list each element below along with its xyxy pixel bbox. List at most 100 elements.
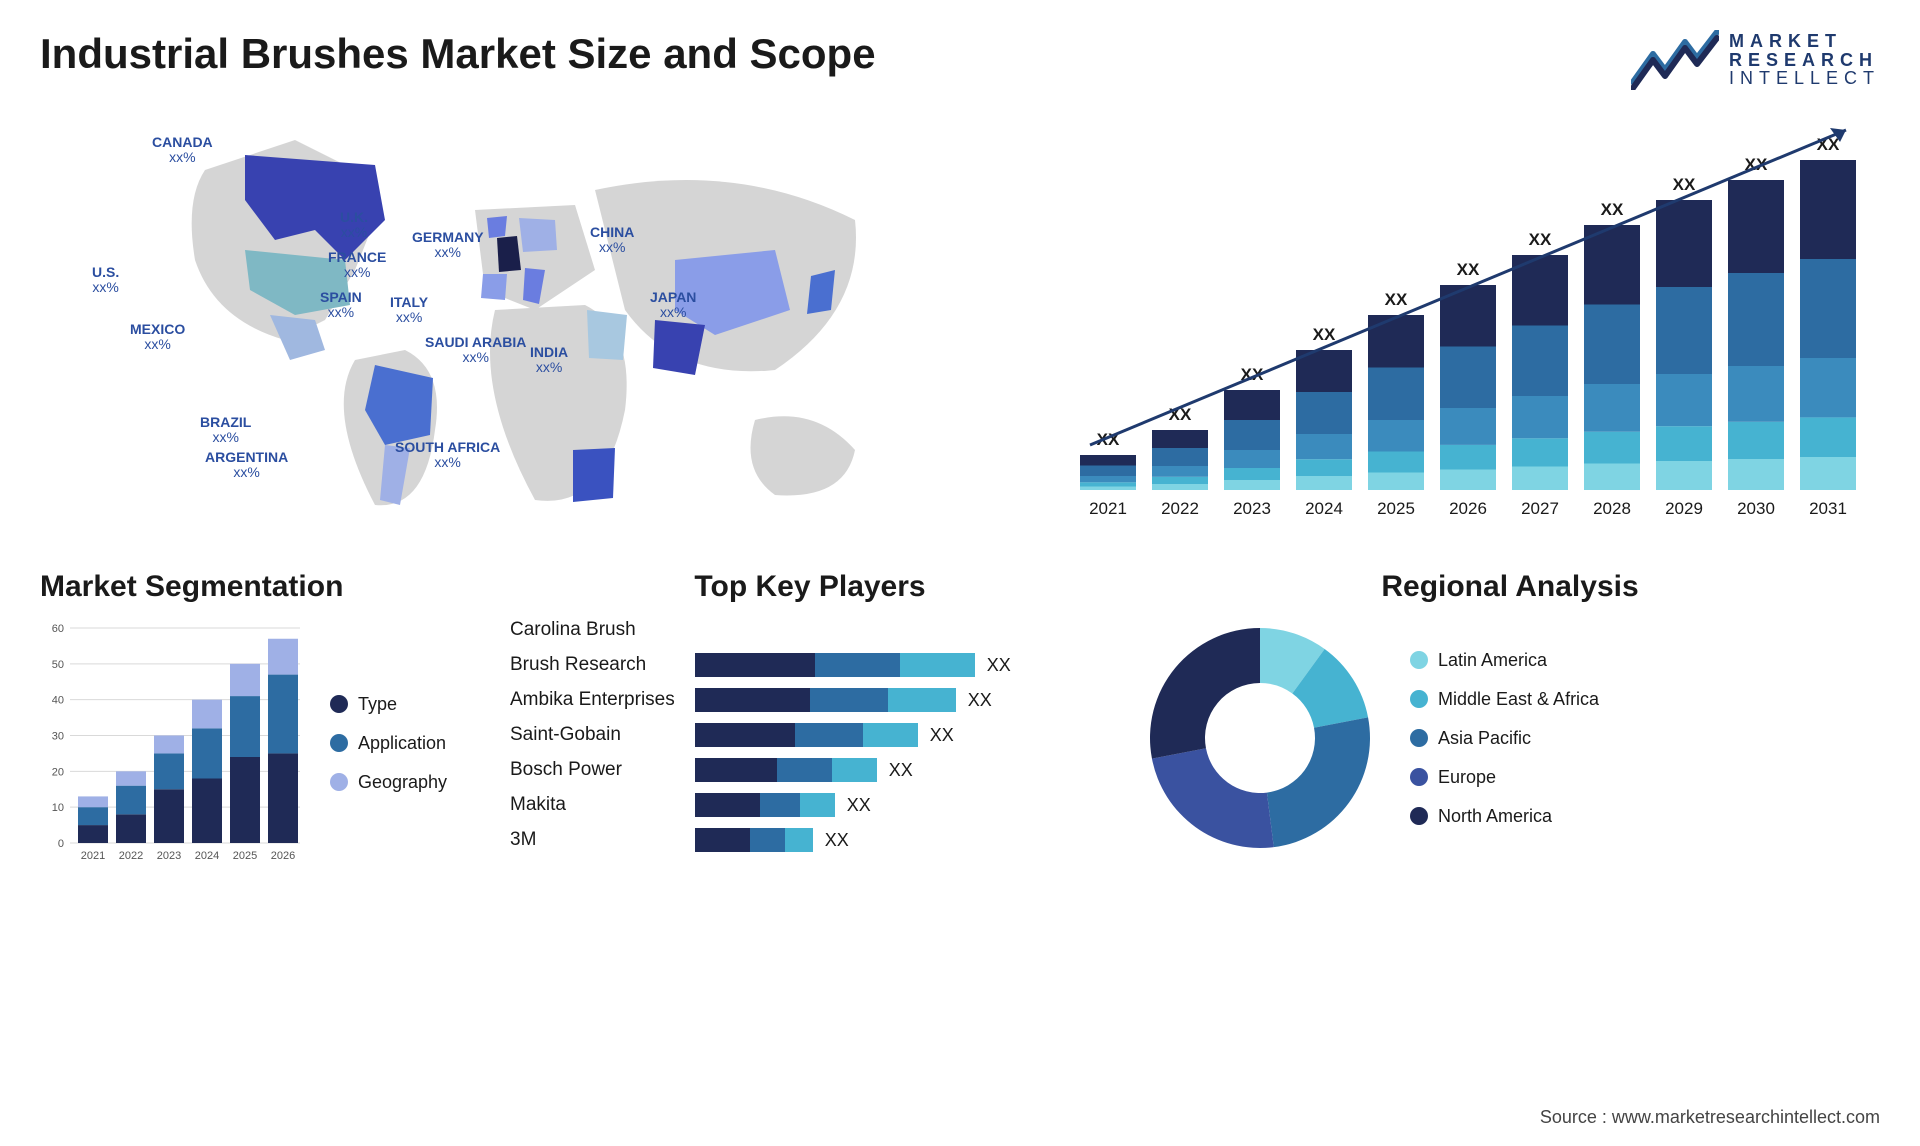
key-player-bar-row: XX bbox=[695, 723, 1011, 747]
bar-segment bbox=[795, 723, 863, 747]
svg-text:2026: 2026 bbox=[1449, 499, 1487, 518]
svg-text:30: 30 bbox=[52, 731, 64, 743]
map-label: ITALYxx% bbox=[390, 295, 428, 326]
world-map: CANADAxx%U.S.xx%MEXICOxx%BRAZILxx%ARGENT… bbox=[40, 110, 1030, 530]
key-players-title: Top Key Players bbox=[510, 570, 1110, 604]
svg-text:2031: 2031 bbox=[1809, 499, 1847, 518]
source-text: Source : www.marketresearchintellect.com bbox=[1540, 1107, 1880, 1128]
svg-text:2024: 2024 bbox=[1305, 499, 1343, 518]
key-player-bar bbox=[695, 688, 956, 712]
key-player-value: XX bbox=[889, 760, 913, 781]
map-label: INDIAxx% bbox=[530, 345, 568, 376]
key-player-bar-row: XX bbox=[695, 758, 1011, 782]
key-player-bar-row: XX bbox=[695, 688, 1011, 712]
svg-text:10: 10 bbox=[52, 802, 64, 814]
bar-segment bbox=[832, 758, 877, 782]
svg-text:60: 60 bbox=[52, 623, 64, 635]
svg-text:20: 20 bbox=[52, 766, 64, 778]
logo-line3: INTELLECT bbox=[1729, 69, 1880, 88]
legend-swatch bbox=[330, 695, 348, 713]
svg-text:2030: 2030 bbox=[1737, 499, 1775, 518]
bar-segment bbox=[800, 793, 835, 817]
map-label: U.K.xx% bbox=[340, 210, 368, 241]
legend-swatch bbox=[1410, 690, 1428, 708]
legend-label: Latin America bbox=[1438, 650, 1547, 671]
key-player-bar-row: XX bbox=[695, 828, 1011, 852]
svg-text:2024: 2024 bbox=[195, 850, 219, 862]
legend-swatch bbox=[1410, 729, 1428, 747]
key-player-value: XX bbox=[987, 655, 1011, 676]
forecast-chart: XX2021XX2022XX2023XX2024XX2025XX2026XX20… bbox=[1070, 110, 1880, 530]
segmentation-legend: Type Application Geography bbox=[330, 694, 447, 793]
map-label: SAUDI ARABIAxx% bbox=[425, 335, 526, 366]
svg-text:2025: 2025 bbox=[233, 850, 257, 862]
key-player-bar bbox=[695, 828, 813, 852]
bar-segment bbox=[695, 723, 795, 747]
key-players-bars: XXXXXXXXXXXX bbox=[695, 618, 1011, 852]
bar-segment bbox=[695, 793, 760, 817]
svg-text:2022: 2022 bbox=[1161, 499, 1199, 518]
key-player-bar bbox=[695, 653, 975, 677]
svg-text:2021: 2021 bbox=[1089, 499, 1127, 518]
svg-text:2027: 2027 bbox=[1521, 499, 1559, 518]
bar-segment bbox=[810, 688, 888, 712]
legend-swatch bbox=[1410, 768, 1428, 786]
bar-segment bbox=[815, 653, 900, 677]
key-player-value: XX bbox=[930, 725, 954, 746]
key-player-bar bbox=[695, 793, 835, 817]
segmentation-title: Market Segmentation bbox=[40, 570, 480, 604]
regional-title: Regional Analysis bbox=[1140, 570, 1880, 604]
logo-icon bbox=[1631, 30, 1719, 90]
map-label: MEXICOxx% bbox=[130, 322, 185, 353]
legend-item: Type bbox=[330, 694, 447, 715]
key-player-label: Bosch Power bbox=[510, 758, 675, 782]
legend-swatch bbox=[330, 773, 348, 791]
key-player-bar bbox=[695, 758, 877, 782]
svg-text:2025: 2025 bbox=[1377, 499, 1415, 518]
map-label: CHINAxx% bbox=[590, 225, 634, 256]
map-label: JAPANxx% bbox=[650, 290, 696, 321]
key-player-label: Carolina Brush bbox=[510, 618, 675, 642]
bar-segment bbox=[760, 793, 800, 817]
key-players-panel: Top Key Players Carolina BrushBrush Rese… bbox=[510, 570, 1110, 868]
svg-text:2028: 2028 bbox=[1593, 499, 1631, 518]
svg-text:40: 40 bbox=[52, 695, 64, 707]
logo-line2: RESEARCH bbox=[1729, 51, 1880, 70]
regional-panel: Regional Analysis Latin America Middle Ea… bbox=[1140, 570, 1880, 868]
legend-label: Geography bbox=[358, 772, 447, 793]
bar-segment bbox=[695, 758, 777, 782]
svg-text:0: 0 bbox=[58, 838, 64, 850]
map-label: ARGENTINAxx% bbox=[205, 450, 288, 481]
legend-label: Application bbox=[358, 733, 446, 754]
bar-segment bbox=[695, 828, 750, 852]
key-player-bar-row bbox=[695, 618, 1011, 642]
key-player-bar-row: XX bbox=[695, 653, 1011, 677]
key-player-label: Ambika Enterprises bbox=[510, 688, 675, 712]
svg-text:XX: XX bbox=[1385, 290, 1408, 309]
legend-label: Type bbox=[358, 694, 397, 715]
bar-segment bbox=[777, 758, 832, 782]
legend-item: Geography bbox=[330, 772, 447, 793]
legend-swatch bbox=[1410, 651, 1428, 669]
bar-segment bbox=[888, 688, 956, 712]
bar-segment bbox=[695, 653, 815, 677]
bar-segment bbox=[695, 688, 810, 712]
segmentation-panel: Market Segmentation 0 10 20 30 40 50 60 2021 202… bbox=[40, 570, 480, 868]
svg-text:2021: 2021 bbox=[81, 850, 105, 862]
svg-text:XX: XX bbox=[1529, 230, 1552, 249]
key-player-bar bbox=[695, 723, 918, 747]
legend-label: Europe bbox=[1438, 767, 1496, 788]
legend-item: Latin America bbox=[1410, 650, 1599, 671]
svg-text:XX: XX bbox=[1457, 260, 1480, 279]
map-label: U.S.xx% bbox=[92, 265, 119, 296]
key-player-value: XX bbox=[968, 690, 992, 711]
legend-label: Middle East & Africa bbox=[1438, 689, 1599, 710]
logo-line1: MARKET bbox=[1729, 32, 1880, 51]
svg-text:50: 50 bbox=[52, 659, 64, 671]
page-title: Industrial Brushes Market Size and Scope bbox=[40, 30, 876, 78]
key-player-value: XX bbox=[825, 830, 849, 851]
svg-text:2029: 2029 bbox=[1665, 499, 1703, 518]
svg-text:XX: XX bbox=[1313, 325, 1336, 344]
key-player-label: Makita bbox=[510, 793, 675, 817]
legend-swatch bbox=[1410, 807, 1428, 825]
